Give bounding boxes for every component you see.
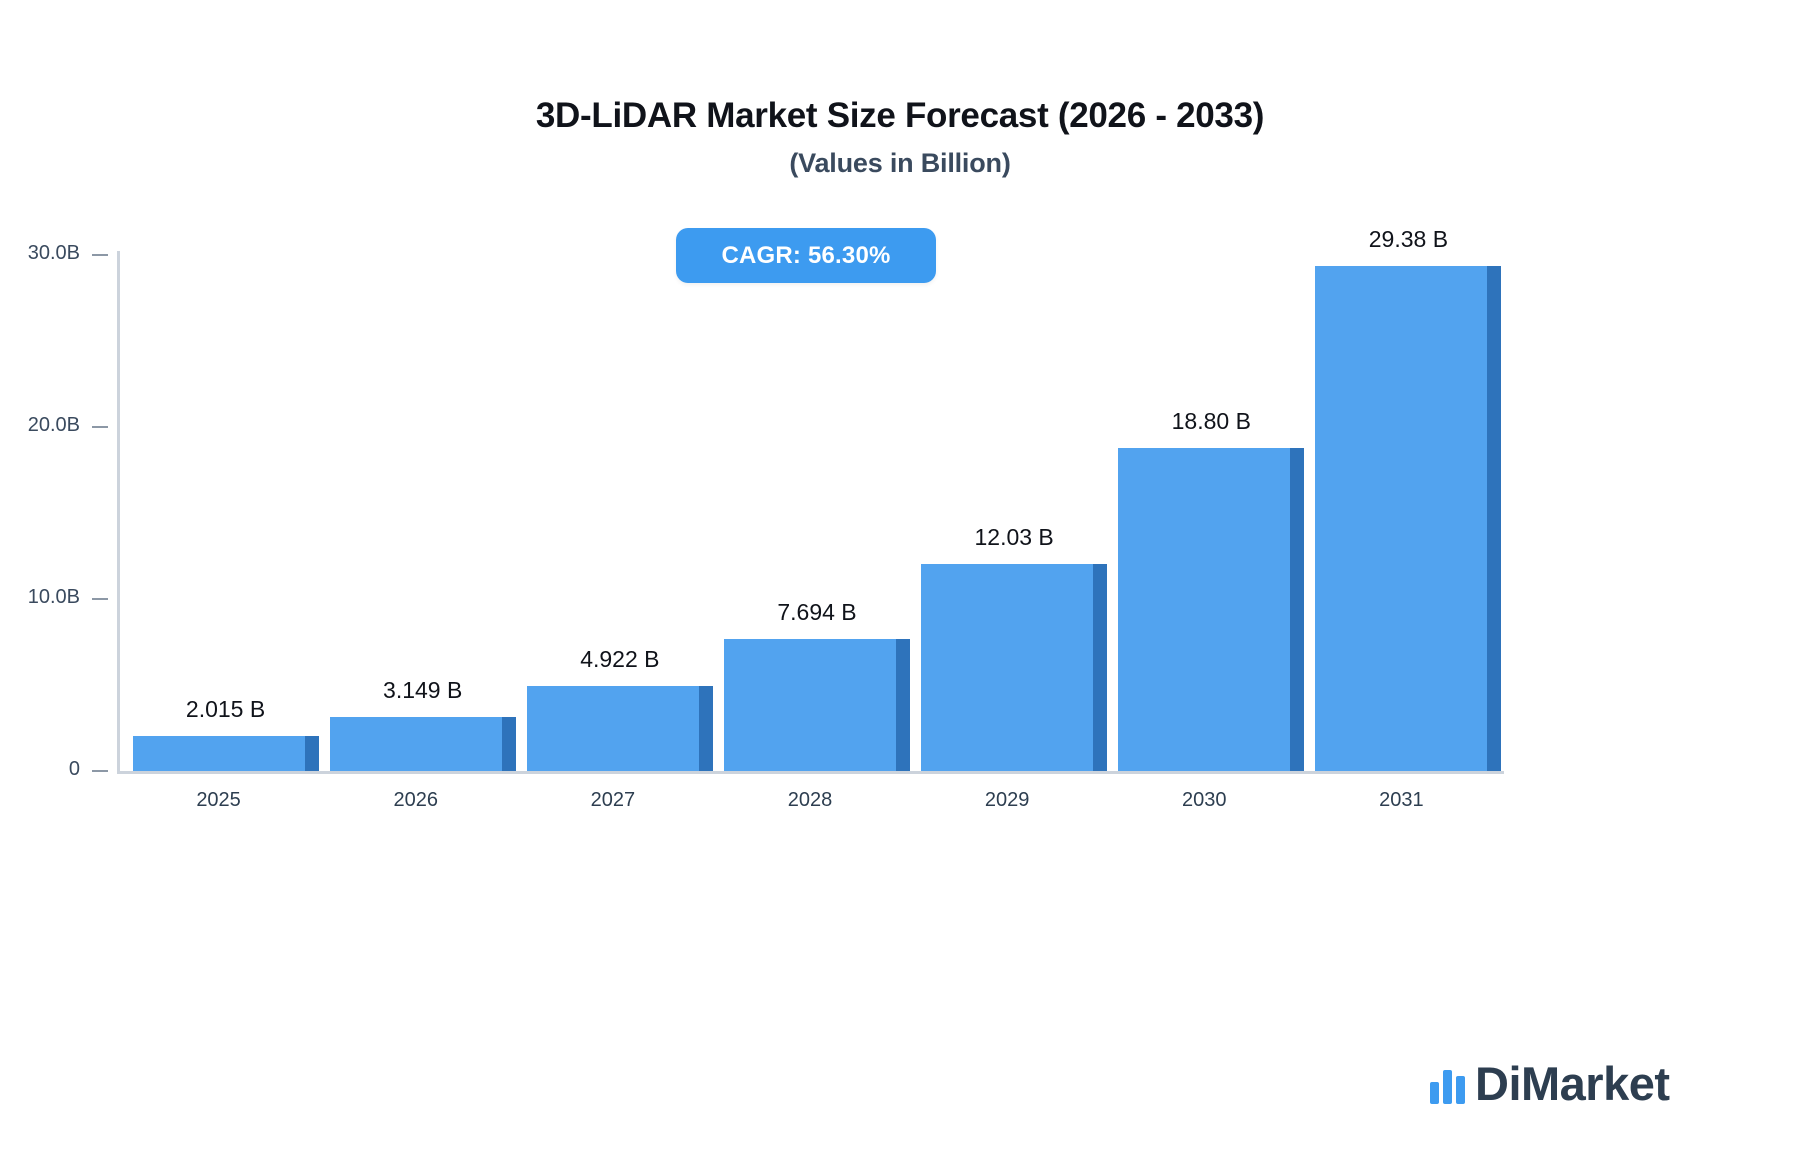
bar-face bbox=[132, 736, 305, 771]
brand-logo: DiMarket bbox=[1430, 1060, 1670, 1107]
bar-2026[interactable] bbox=[329, 716, 516, 771]
y-axis-line bbox=[117, 251, 120, 773]
y-axis-tick-mark bbox=[92, 770, 108, 772]
x-axis-tick-label: 2026 bbox=[393, 789, 438, 811]
bar-face bbox=[921, 564, 1094, 771]
bar-2031[interactable] bbox=[1315, 265, 1502, 771]
y-axis-tick-mark bbox=[92, 254, 108, 256]
bar-side-shadow bbox=[304, 736, 319, 771]
y-axis-tick-label: 20.0B bbox=[27, 414, 80, 436]
cagr-badge: CAGR: 56.30% bbox=[676, 228, 936, 283]
y-axis-tick-mark bbox=[92, 598, 108, 600]
x-axis-tick-label: 2031 bbox=[1379, 789, 1424, 811]
bar-2029[interactable] bbox=[921, 564, 1108, 771]
bar-side-shadow bbox=[1290, 447, 1305, 771]
bar-value-label: 12.03 B bbox=[974, 524, 1054, 551]
bar-side-shadow bbox=[896, 638, 910, 771]
chart-subtitle: (Values in Billion) bbox=[789, 148, 1011, 178]
bar-face bbox=[329, 716, 502, 771]
bar-2030[interactable] bbox=[1118, 447, 1305, 771]
y-axis-tick-label: 0 bbox=[68, 758, 80, 780]
x-axis-tick-label: 2028 bbox=[787, 789, 833, 811]
bar-value-label: 18.80 B bbox=[1171, 407, 1251, 434]
x-axis-tick-label: 2027 bbox=[590, 789, 636, 811]
bar-side-shadow bbox=[698, 686, 713, 771]
x-axis-line bbox=[117, 771, 1504, 774]
bar-face bbox=[526, 686, 699, 771]
bar-value-label: 2.015 B bbox=[185, 696, 266, 723]
bar-face bbox=[1118, 447, 1291, 771]
bar-2027[interactable] bbox=[526, 686, 713, 771]
bar-2025[interactable] bbox=[132, 736, 319, 771]
bar-value-label: 3.149 B bbox=[383, 676, 463, 703]
chart-title: 3D-LiDAR Market Size Forecast (2026 - 20… bbox=[535, 96, 1265, 135]
bar-value-label: 7.694 B bbox=[777, 598, 857, 625]
bar-face bbox=[724, 638, 896, 771]
x-axis-tick-label: 2030 bbox=[1182, 789, 1227, 811]
bar-2028[interactable] bbox=[724, 638, 910, 771]
y-axis-tick-mark bbox=[92, 426, 108, 428]
x-axis-tick-label: 2029 bbox=[984, 789, 1030, 811]
x-axis-tick-label: 2025 bbox=[196, 789, 241, 811]
brand-name: DiMarket bbox=[1475, 1057, 1670, 1110]
bar-side-shadow bbox=[1487, 265, 1502, 771]
bar-chart-icon bbox=[1430, 1064, 1465, 1104]
cagr-badge-label: CAGR: 56.30% bbox=[721, 241, 891, 269]
bar-value-label: 4.922 B bbox=[580, 646, 660, 673]
y-axis-tick-label: 30.0B bbox=[27, 242, 80, 264]
y-axis-tick-label: 10.0B bbox=[27, 586, 80, 608]
bar-side-shadow bbox=[501, 716, 516, 771]
bar-face bbox=[1315, 265, 1488, 771]
bar-side-shadow bbox=[1093, 564, 1108, 771]
bar-value-label: 29.38 B bbox=[1368, 225, 1449, 252]
